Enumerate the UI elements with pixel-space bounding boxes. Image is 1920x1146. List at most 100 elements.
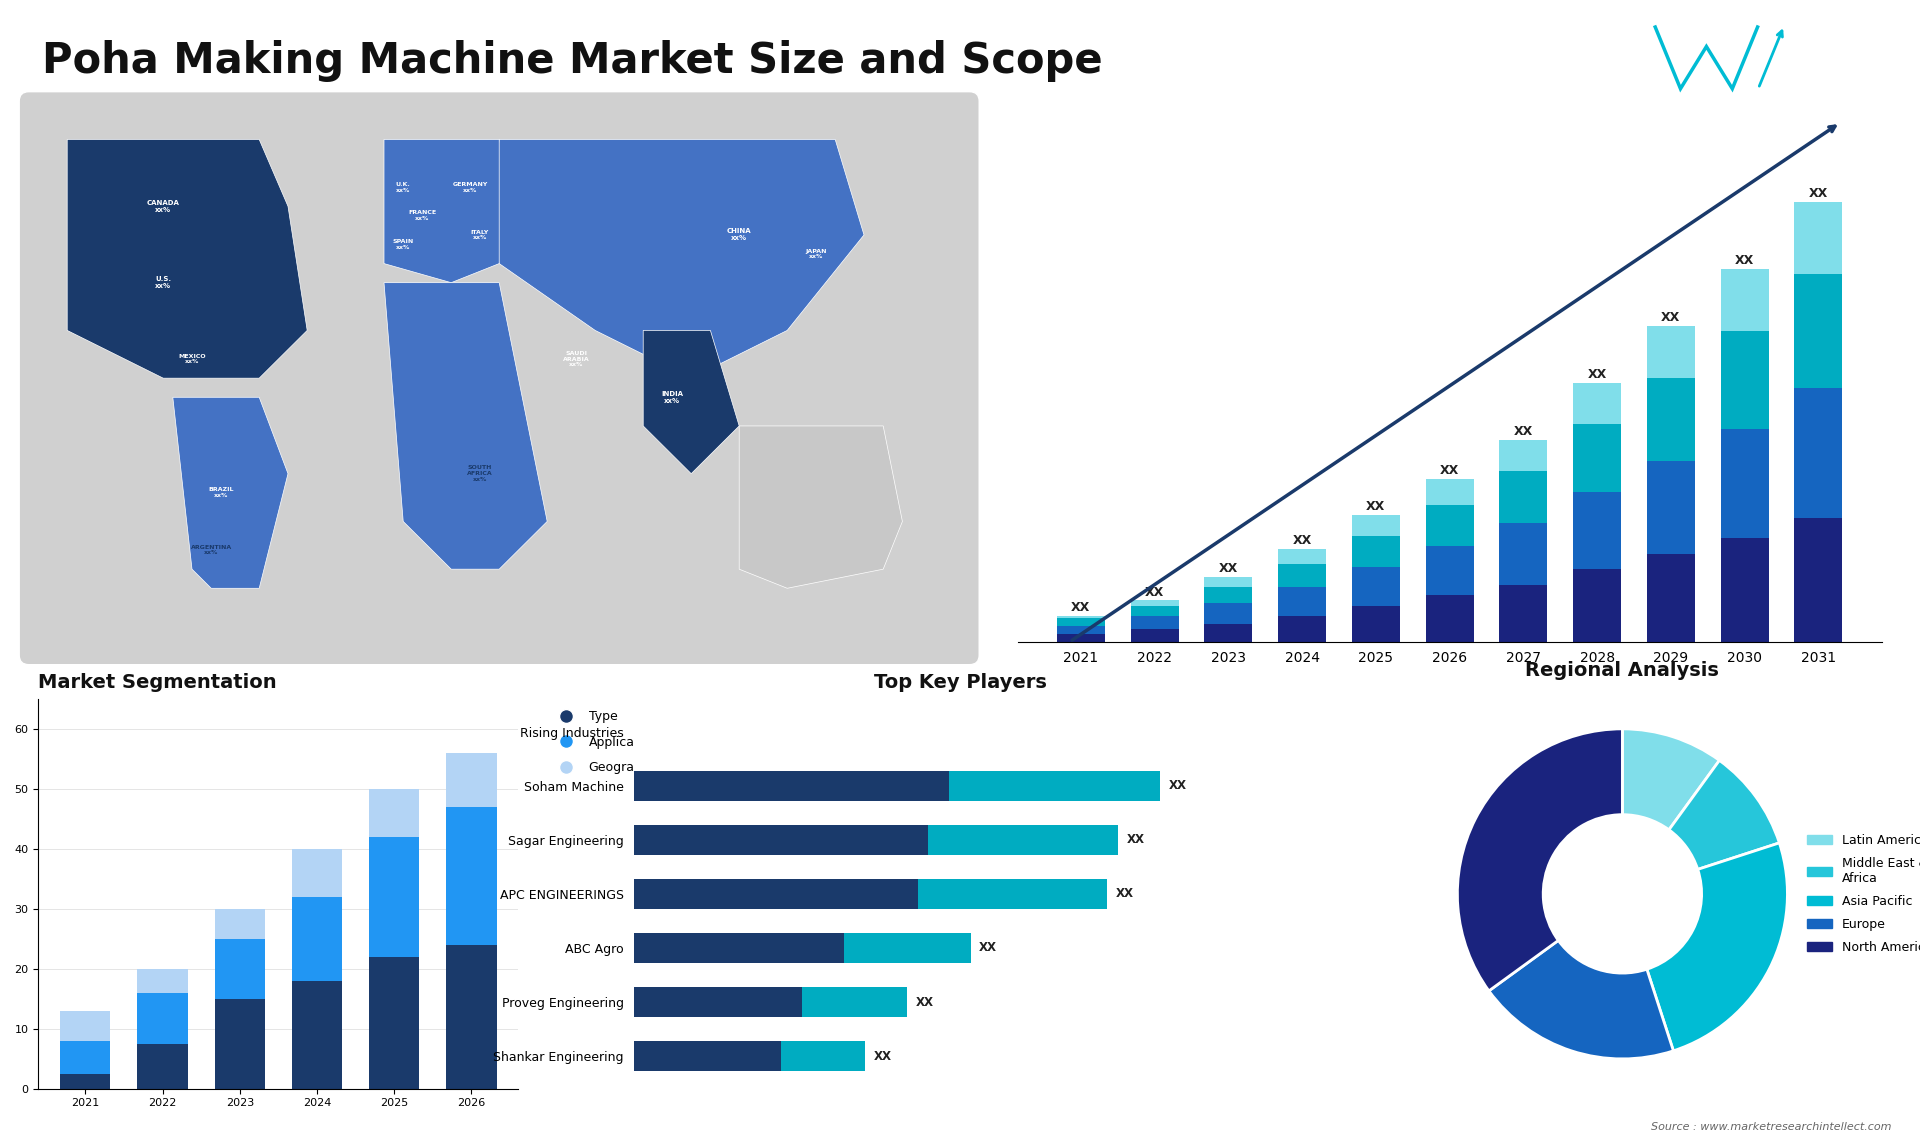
Bar bbox=[1647, 461, 1695, 554]
Bar bbox=[1572, 424, 1620, 492]
Wedge shape bbox=[1488, 941, 1674, 1059]
Bar bbox=[1056, 626, 1104, 634]
Bar bbox=[369, 957, 419, 1089]
Bar bbox=[950, 771, 1160, 801]
Text: XX: XX bbox=[1440, 464, 1459, 477]
Bar bbox=[1279, 588, 1327, 615]
Bar bbox=[215, 909, 265, 939]
Bar bbox=[138, 968, 188, 992]
Bar bbox=[634, 987, 803, 1017]
Bar bbox=[1647, 554, 1695, 642]
Text: FRANCE
xx%: FRANCE xx% bbox=[409, 211, 436, 221]
Text: XX: XX bbox=[1219, 563, 1238, 575]
Bar bbox=[1204, 578, 1252, 588]
Text: XX: XX bbox=[1116, 887, 1135, 901]
Bar bbox=[1131, 605, 1179, 615]
Bar bbox=[1720, 430, 1768, 539]
Bar bbox=[1056, 615, 1104, 619]
Bar bbox=[1131, 615, 1179, 629]
Text: U.K.
xx%: U.K. xx% bbox=[396, 182, 411, 193]
Text: Poha Making Machine Market Size and Scope: Poha Making Machine Market Size and Scop… bbox=[42, 40, 1102, 83]
Polygon shape bbox=[499, 140, 864, 378]
Wedge shape bbox=[1457, 729, 1622, 991]
Polygon shape bbox=[384, 140, 518, 283]
Bar bbox=[1647, 378, 1695, 461]
Text: XX: XX bbox=[1169, 779, 1187, 792]
Text: XX: XX bbox=[1127, 833, 1144, 846]
Polygon shape bbox=[643, 330, 739, 473]
Text: XX: XX bbox=[979, 942, 996, 955]
Bar bbox=[1427, 545, 1473, 595]
Text: XX: XX bbox=[916, 996, 933, 1008]
Bar bbox=[138, 992, 188, 1044]
Text: XX: XX bbox=[1144, 586, 1164, 599]
Bar bbox=[803, 987, 908, 1017]
Text: Source : www.marketresearchintellect.com: Source : www.marketresearchintellect.com bbox=[1651, 1122, 1891, 1132]
Text: BRAZIL
xx%: BRAZIL xx% bbox=[207, 487, 234, 499]
Text: MEXICO
xx%: MEXICO xx% bbox=[179, 354, 205, 364]
Legend: Type, Application, Geography: Type, Application, Geography bbox=[549, 705, 664, 779]
Text: CANADA
xx%: CANADA xx% bbox=[146, 199, 180, 213]
Bar bbox=[60, 1074, 111, 1089]
Bar bbox=[1427, 595, 1473, 642]
Polygon shape bbox=[67, 140, 307, 378]
Bar bbox=[138, 1044, 188, 1089]
Bar bbox=[1204, 603, 1252, 623]
Bar bbox=[929, 825, 1117, 855]
Bar bbox=[1572, 570, 1620, 642]
Title: Regional Analysis: Regional Analysis bbox=[1526, 661, 1718, 681]
Bar bbox=[1204, 588, 1252, 603]
Bar bbox=[215, 999, 265, 1089]
Bar bbox=[918, 879, 1108, 909]
Bar bbox=[1056, 619, 1104, 626]
Bar bbox=[369, 788, 419, 837]
Bar bbox=[445, 807, 497, 944]
Bar bbox=[634, 1042, 781, 1072]
Bar bbox=[292, 981, 342, 1089]
Bar bbox=[1795, 388, 1843, 518]
Bar bbox=[60, 1011, 111, 1041]
Title: Top Key Players: Top Key Players bbox=[874, 673, 1046, 692]
Bar bbox=[445, 753, 497, 807]
Bar bbox=[1279, 549, 1327, 564]
Text: GERMANY
xx%: GERMANY xx% bbox=[453, 182, 488, 193]
Text: XX: XX bbox=[1736, 254, 1755, 267]
Bar bbox=[1279, 564, 1327, 588]
Bar bbox=[634, 825, 929, 855]
Bar bbox=[845, 933, 970, 963]
Bar bbox=[292, 849, 342, 897]
Bar bbox=[634, 879, 918, 909]
Text: U.S.
xx%: U.S. xx% bbox=[156, 276, 171, 289]
Bar bbox=[1500, 523, 1548, 584]
Bar bbox=[1131, 601, 1179, 605]
Wedge shape bbox=[1622, 729, 1720, 830]
Bar bbox=[1352, 515, 1400, 535]
Text: ITALY
xx%: ITALY xx% bbox=[470, 229, 490, 241]
Legend: Latin America, Middle East &
Africa, Asia Pacific, Europe, North America: Latin America, Middle East & Africa, Asi… bbox=[1803, 829, 1920, 959]
Bar bbox=[1279, 615, 1327, 642]
Text: XX: XX bbox=[1588, 368, 1607, 382]
Text: XX: XX bbox=[1513, 425, 1532, 438]
Bar bbox=[1720, 539, 1768, 642]
Text: XX: XX bbox=[1367, 501, 1386, 513]
Text: XX: XX bbox=[1292, 534, 1311, 547]
Text: ARGENTINA
xx%: ARGENTINA xx% bbox=[190, 544, 232, 556]
Bar bbox=[1352, 605, 1400, 642]
Polygon shape bbox=[384, 283, 547, 570]
Bar bbox=[1131, 629, 1179, 642]
Text: XX: XX bbox=[1809, 187, 1828, 201]
Bar bbox=[1352, 566, 1400, 605]
Bar bbox=[1795, 518, 1843, 642]
Bar bbox=[1572, 492, 1620, 570]
FancyBboxPatch shape bbox=[19, 92, 979, 665]
Bar bbox=[634, 771, 950, 801]
Bar bbox=[292, 897, 342, 981]
Text: XX: XX bbox=[874, 1050, 891, 1062]
Text: SAUDI
ARABIA
xx%: SAUDI ARABIA xx% bbox=[563, 351, 589, 368]
Bar bbox=[445, 944, 497, 1089]
Text: XX: XX bbox=[1661, 312, 1680, 324]
Polygon shape bbox=[173, 398, 288, 588]
Bar bbox=[634, 933, 845, 963]
Bar bbox=[369, 837, 419, 957]
Text: CHINA
xx%: CHINA xx% bbox=[728, 228, 751, 242]
